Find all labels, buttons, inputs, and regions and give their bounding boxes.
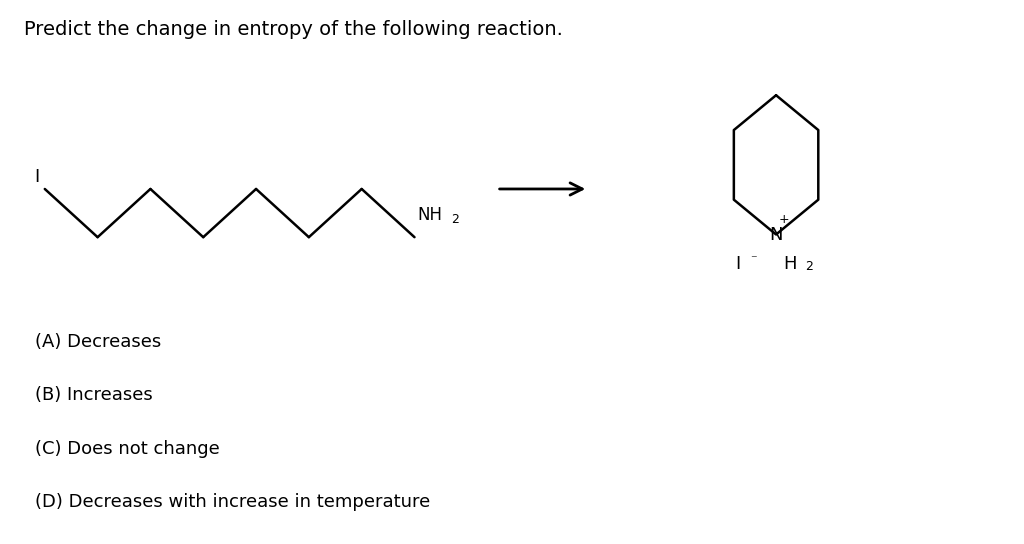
Text: Predict the change in entropy of the following reaction.: Predict the change in entropy of the fol… xyxy=(25,20,563,39)
Text: 2: 2 xyxy=(806,260,813,273)
Text: I: I xyxy=(35,168,40,186)
Text: N: N xyxy=(769,226,782,244)
Text: (D) Decreases with increase in temperature: (D) Decreases with increase in temperatu… xyxy=(35,493,430,511)
Text: I: I xyxy=(735,255,740,273)
Text: +: + xyxy=(779,213,790,226)
Text: H: H xyxy=(783,255,797,273)
Text: (C) Does not change: (C) Does not change xyxy=(35,440,219,458)
Text: (B) Increases: (B) Increases xyxy=(35,386,153,404)
Text: ⁻: ⁻ xyxy=(751,254,757,267)
Text: (A) Decreases: (A) Decreases xyxy=(35,332,161,351)
Text: 2: 2 xyxy=(451,213,459,226)
Text: NH: NH xyxy=(418,206,442,224)
